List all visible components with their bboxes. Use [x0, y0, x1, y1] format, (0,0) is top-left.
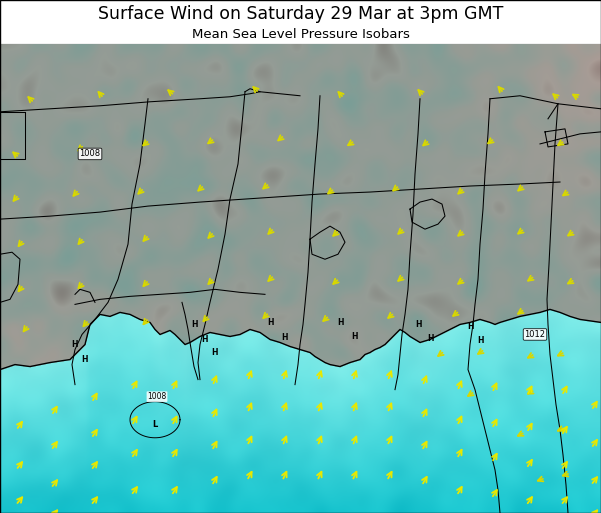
Text: H: H: [212, 348, 218, 357]
Text: H: H: [282, 333, 288, 342]
Text: H: H: [352, 332, 358, 341]
Text: H: H: [337, 318, 343, 327]
Text: H: H: [267, 318, 273, 327]
Text: H: H: [467, 322, 473, 331]
Text: L: L: [153, 420, 157, 429]
Text: 1008: 1008: [79, 149, 100, 159]
Text: H: H: [415, 320, 421, 329]
Text: H: H: [72, 340, 78, 349]
Text: 1012: 1012: [525, 330, 546, 339]
Text: H: H: [82, 355, 88, 364]
Text: Mean Sea Level Pressure Isobars: Mean Sea Level Pressure Isobars: [192, 28, 409, 42]
Text: H: H: [192, 320, 198, 329]
Text: 1008: 1008: [147, 392, 166, 401]
Text: H: H: [427, 334, 433, 343]
Text: H: H: [477, 336, 483, 345]
Text: H: H: [202, 335, 209, 344]
Text: Surface Wind on Saturday 29 Mar at 3pm GMT: Surface Wind on Saturday 29 Mar at 3pm G…: [98, 5, 503, 23]
